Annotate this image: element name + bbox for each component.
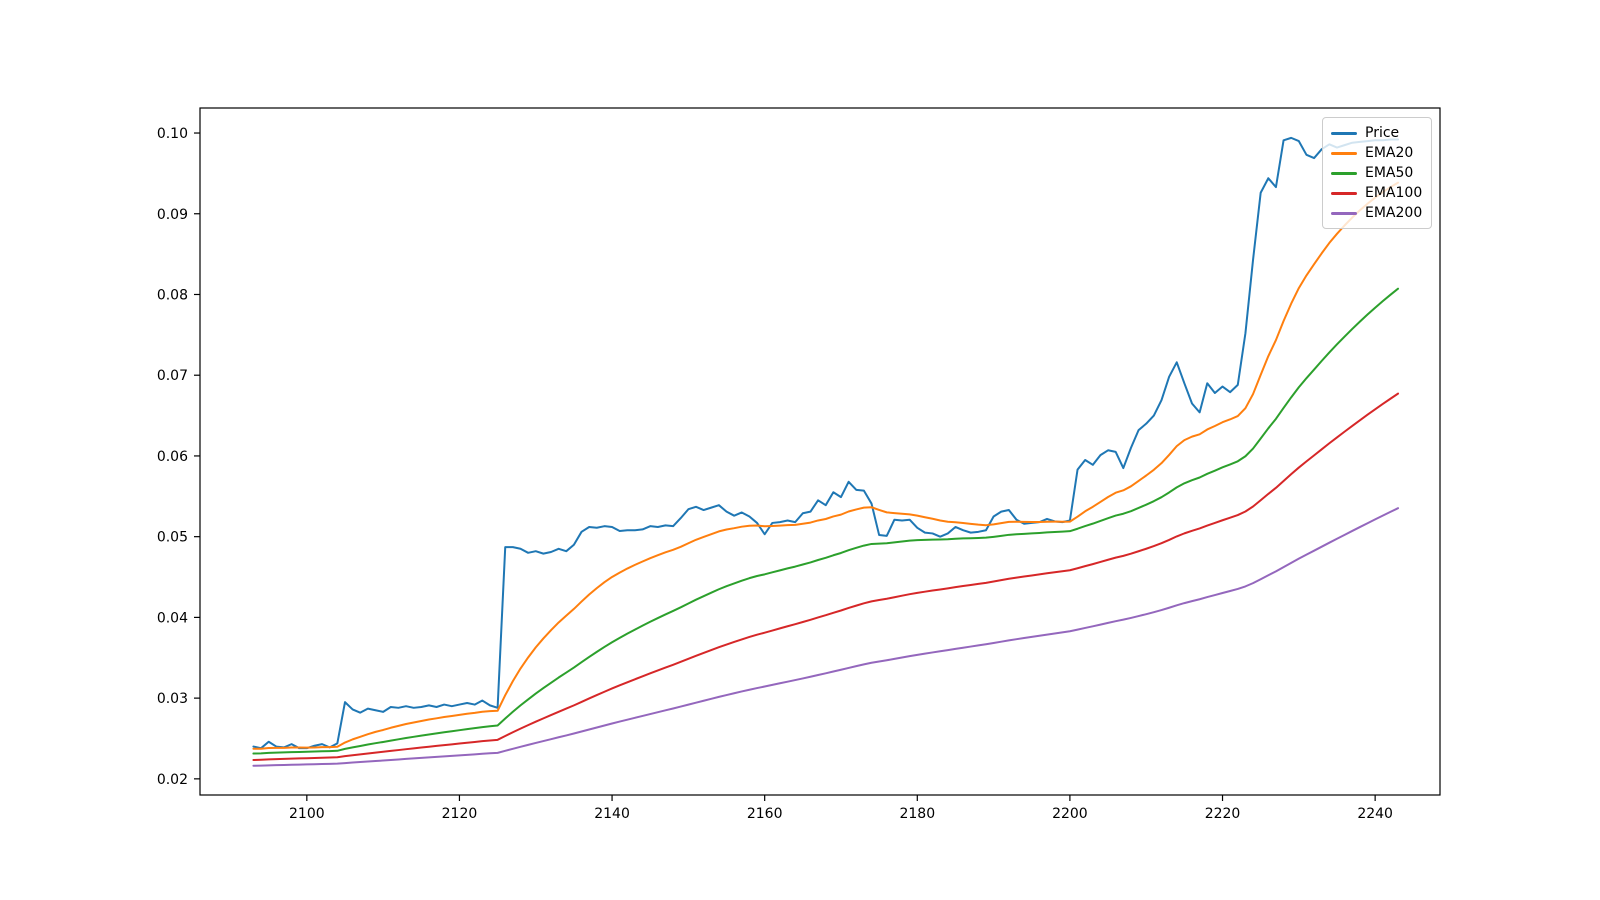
y-tick-label: 0.10: [157, 126, 188, 142]
legend-line-swatch-price: [1331, 131, 1357, 135]
series-line-ema200: [252, 507, 1400, 767]
y-axis: 0.02 0.03 0.04 0.05 0.06 0.07 0.08 0.09 0.10: [157, 126, 200, 788]
x-tick-label: 2100: [289, 806, 325, 822]
legend-label-ema50: EMA50: [1365, 165, 1414, 181]
legend-line-swatch-ema100: [1331, 191, 1357, 195]
legend-line-swatch-ema50: [1331, 171, 1357, 175]
y-tick-label: 0.08: [157, 287, 188, 303]
series-line-price: [252, 136, 1400, 750]
legend-label-ema20: EMA20: [1365, 145, 1414, 161]
y-tick-label: 0.04: [157, 610, 188, 626]
x-tick-label: 2180: [899, 806, 935, 822]
series-line-ema20: [252, 181, 1400, 750]
legend-entry-ema50: EMA50: [1331, 163, 1423, 183]
legend-entry-ema20: EMA20: [1331, 143, 1423, 163]
series-lines: [252, 136, 1400, 767]
legend-entry-ema200: EMA200: [1331, 203, 1423, 223]
x-tick-label: 2220: [1205, 806, 1241, 822]
legend-entry-price: Price: [1331, 123, 1423, 143]
plot-border: [199, 107, 1441, 796]
legend-line-swatch-ema200: [1331, 211, 1357, 215]
x-tick-label: 2160: [747, 806, 783, 822]
y-tick-label: 0.03: [157, 691, 188, 707]
legend-label-price: Price: [1365, 125, 1400, 141]
legend-line-swatch-ema20: [1331, 151, 1357, 155]
y-tick-label: 0.05: [157, 530, 188, 546]
y-tick-label: 0.09: [157, 207, 188, 223]
chart-legend: Price EMA20 EMA50 EMA100 EMA200: [1322, 117, 1432, 229]
series-line-ema100: [252, 392, 1400, 762]
y-tick-label: 0.07: [157, 368, 188, 384]
x-tick-label: 2140: [594, 806, 630, 822]
series-line-ema50: [252, 287, 1400, 755]
y-tick-label: 0.02: [157, 772, 188, 788]
x-tick-label: 2240: [1357, 806, 1393, 822]
x-tick-label: 2200: [1052, 806, 1088, 822]
y-tick-label: 0.06: [157, 449, 188, 465]
legend-label-ema200: EMA200: [1365, 205, 1423, 221]
legend-label-ema100: EMA100: [1365, 185, 1423, 201]
x-tick-label: 2120: [442, 806, 478, 822]
legend-entry-ema100: EMA100: [1331, 183, 1423, 203]
x-axis: 2100 2120 2140 2160 2180 2200 2220 2240: [289, 795, 1393, 822]
